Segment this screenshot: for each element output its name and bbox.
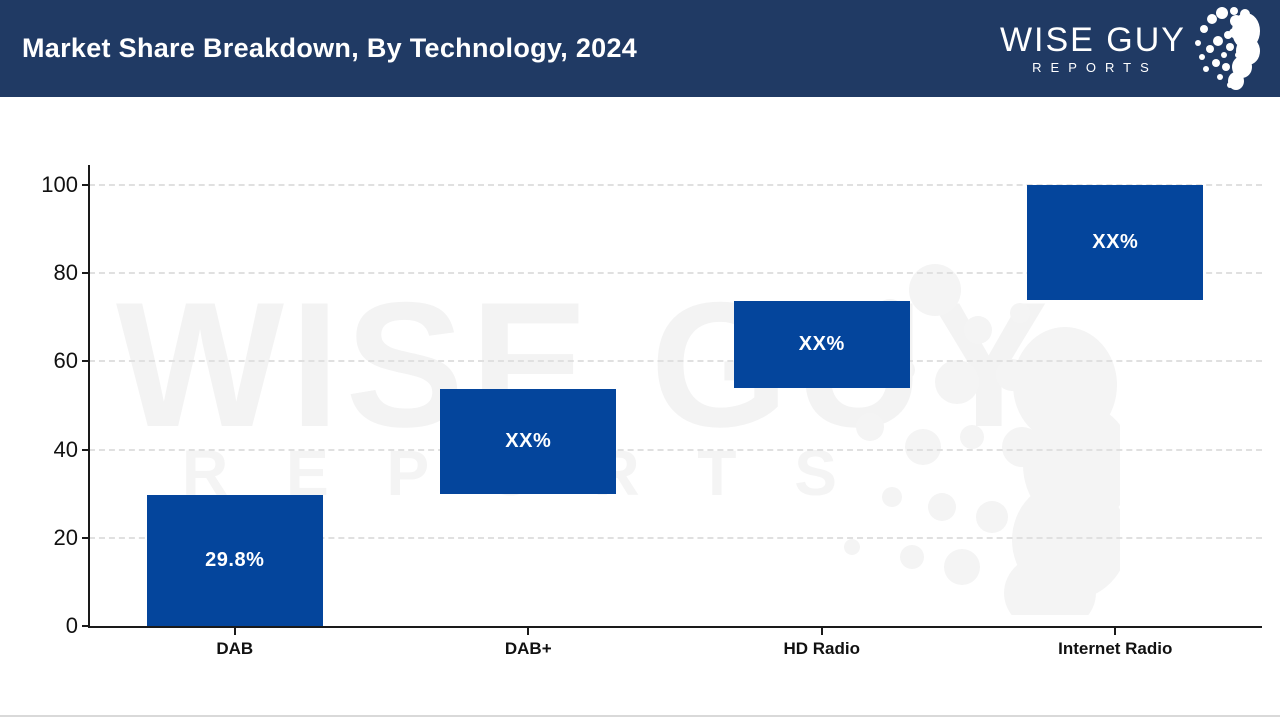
y-tick-label-60: 60 [53,348,78,374]
y-tick-40 [82,448,89,451]
y-tick-0 [82,625,89,627]
y-tick-label-40: 40 [53,436,78,462]
bar-value-label: 29.8% [205,548,265,571]
brand-logo: WISE GUY REPORTS [1000,5,1262,93]
watermark-head-logo [778,264,1120,615]
brand-name: WISE GUY [999,20,1186,59]
x-tick-label-2: HD Radio [783,639,861,658]
y-tick-label-80: 80 [53,260,78,286]
y-tick-100 [82,184,89,186]
y-tick-label-100: 100 [41,172,78,197]
bar-value-label: XX% [798,332,845,355]
x-axis-line [88,626,1262,628]
header-bar: Market Share Breakdown, By Technology, 2… [0,0,1280,97]
y-tick-20 [82,536,89,539]
y-tick-label-0: 0 [65,613,78,638]
gridline-80 [89,272,1262,275]
y-tick-60 [82,360,89,363]
footer-divider [0,715,1280,717]
bar-value-label: XX% [505,429,552,452]
x-tick-3 [1114,628,1117,635]
x-tick-label-0: DAB [216,639,254,658]
x-tick-1 [527,628,530,635]
page-title: Market Share Breakdown, By Technology, 2… [22,33,638,63]
bar-internet-radio: XX% [1027,185,1204,300]
bar-dab-: XX% [440,388,617,494]
x-tick-0 [233,628,236,635]
brand-text: WISE GUY REPORTS [1000,23,1186,75]
gridline-20 [89,536,1262,539]
gridline-40 [89,448,1262,451]
y-tick-label-20: 20 [53,524,78,550]
brand-face-icon [1195,6,1260,90]
bar-value-label: XX% [1092,230,1139,253]
x-tick-label-1: DAB+ [504,639,552,658]
gridline-60 [89,360,1262,363]
y-axis-line [88,165,90,627]
gridline-100 [89,184,1262,186]
y-tick-80 [82,272,89,275]
bar-dab: 29.8% [146,494,323,626]
brand-subtitle: REPORTS [1032,59,1158,75]
x-tick-label-3: Internet Radio [1058,639,1173,658]
x-tick-2 [820,628,823,635]
bar-hd-radio: XX% [733,300,910,388]
